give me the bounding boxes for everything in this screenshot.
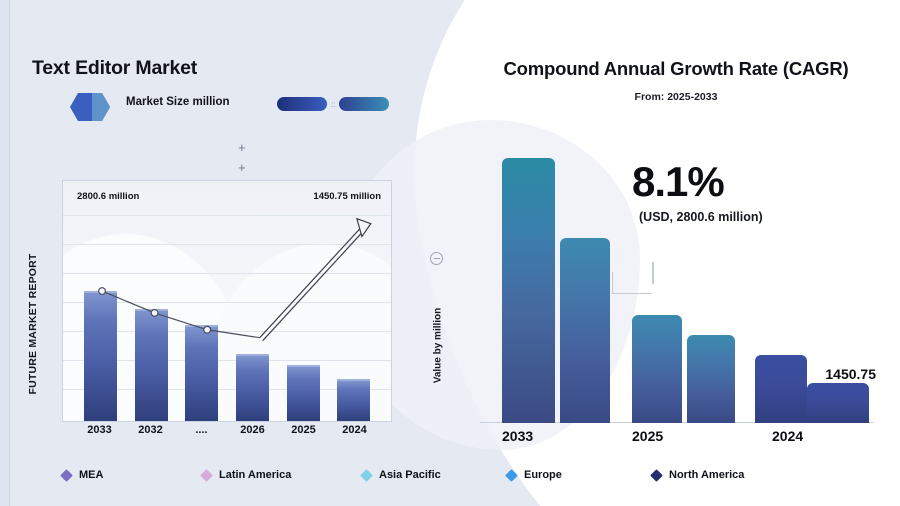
x-label: 2033 xyxy=(87,424,112,436)
legend-label: North America xyxy=(669,469,745,481)
bar-cell xyxy=(126,208,177,421)
bar-2025 xyxy=(286,365,320,421)
gridline xyxy=(63,244,391,245)
bar-2033 xyxy=(83,291,117,421)
gridline xyxy=(63,360,391,361)
legend-swatch-icon xyxy=(200,468,213,482)
bar-2024 xyxy=(337,379,371,421)
legend-swatch-icon xyxy=(60,468,73,482)
bar-2025-primary xyxy=(632,315,682,423)
legend-label: MEA xyxy=(79,469,104,481)
cagr-note: (USD, 2800.6 million) xyxy=(639,210,763,224)
left-panel: Text Editor Market Market Size million :… xyxy=(27,57,392,444)
plus-icon-bottom: + xyxy=(238,160,246,175)
pill-separator: :: xyxy=(331,99,336,109)
right-chart-x-labels: 2033 2025 2024 xyxy=(472,428,882,450)
gridline xyxy=(63,273,391,274)
legend-item-europe[interactable]: Europe xyxy=(505,468,652,482)
gridline xyxy=(63,389,391,390)
minus-circle-icon xyxy=(430,252,443,265)
cagr-title: Compound Annual Growth Rate (CAGR) xyxy=(503,58,849,79)
legend-swatch-icon xyxy=(505,468,518,482)
bar-dots xyxy=(185,325,219,421)
x-label: 2026 xyxy=(240,424,265,436)
y-axis-label-right: Value by million xyxy=(432,307,444,384)
x-label: 2025 xyxy=(291,424,316,436)
hexagon-logo-icon xyxy=(62,90,122,124)
legend-swatch-icon xyxy=(360,468,373,482)
gridline xyxy=(63,215,391,216)
legend-item-asia-pacific[interactable]: Asia Pacific xyxy=(360,468,507,482)
left-chart-x-labels: 2033 2032 .... 2026 2025 2024 xyxy=(62,424,392,444)
plus-icon-top: + xyxy=(238,140,246,155)
cagr-subtitle: From: 2025-2033 xyxy=(634,91,718,103)
legend-swatch-icon xyxy=(650,468,663,482)
bar-cell xyxy=(278,208,329,421)
bar-2033-secondary xyxy=(560,238,610,423)
legend-label: Europe xyxy=(524,469,562,481)
bar-2025-secondary xyxy=(687,335,735,423)
bar-2026 xyxy=(235,354,269,421)
bar-cell xyxy=(328,208,379,421)
pill-indicator-group: :: xyxy=(277,97,390,111)
legend-item-latin-america[interactable]: Latin America xyxy=(200,468,362,482)
left-chart-bars xyxy=(63,208,391,421)
pill-indicator-1 xyxy=(277,97,327,111)
left-edge-strip xyxy=(0,0,10,506)
legend-item-north-america[interactable]: North America xyxy=(650,468,745,482)
legend-label: Asia Pacific xyxy=(379,469,441,481)
y-axis-label-left: FUTURE MARKET REPORT xyxy=(27,253,39,395)
x-label: 2024 xyxy=(772,428,804,444)
page-title: Text Editor Market xyxy=(32,57,198,79)
bar-2024-primary xyxy=(755,355,807,423)
left-market-size-chart: 2800.6 million 1450.75 million xyxy=(62,180,392,422)
bar-2033-primary xyxy=(502,158,555,423)
bar-cell xyxy=(75,208,126,421)
right-cagr-chart: 1450.75 xyxy=(472,148,882,423)
pill-indicator-2 xyxy=(339,97,390,111)
value-tag-end: 1450.75 million xyxy=(313,191,381,202)
x-label: 2033 xyxy=(502,428,534,444)
cagr-value: 8.1% xyxy=(632,158,725,205)
x-label: 2025 xyxy=(632,428,664,444)
right-panel: Compound Annual Growth Rate (CAGR) From:… xyxy=(452,0,900,506)
x-label: 2032 xyxy=(138,424,163,436)
value-tag-start: 2800.6 million xyxy=(77,191,140,202)
x-label: .... xyxy=(195,424,208,436)
bar-2024-secondary xyxy=(807,383,869,423)
end-value-label: 1450.75 xyxy=(825,366,876,382)
legend-title: Market Size million xyxy=(126,96,230,108)
bar-2032 xyxy=(134,309,168,421)
decorative-bracket-icon xyxy=(612,262,654,294)
bar-cell xyxy=(176,208,227,421)
legend-label: Latin America xyxy=(219,469,292,481)
region-legend: MEA Latin America Asia Pacific Europe No… xyxy=(60,462,792,488)
bar-cell xyxy=(227,208,278,421)
x-label: 2024 xyxy=(342,424,367,436)
brand-logo-row: Market Size million :: xyxy=(62,88,392,126)
legend-item-mea[interactable]: MEA xyxy=(60,468,202,482)
